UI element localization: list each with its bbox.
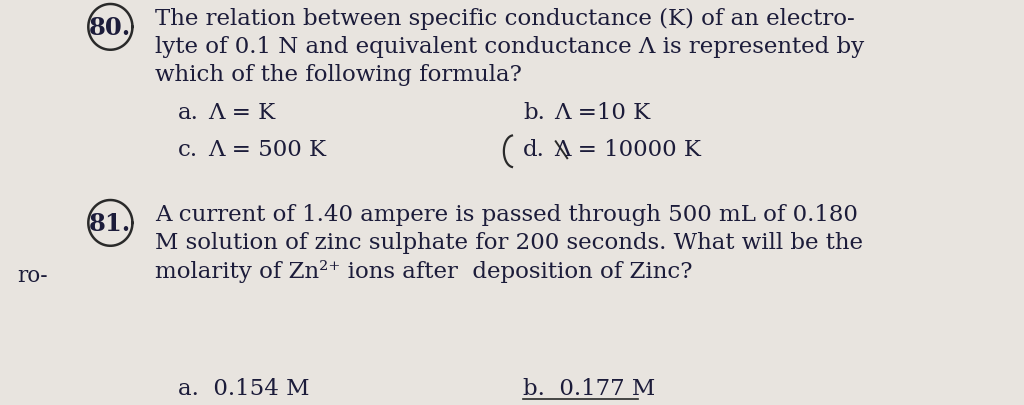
Text: Λ =10 K: Λ =10 K xyxy=(554,102,650,124)
Text: a.: a. xyxy=(177,102,199,124)
Text: ro-: ro- xyxy=(17,264,48,286)
Text: c.: c. xyxy=(177,139,198,161)
Text: which of the following formula?: which of the following formula? xyxy=(156,64,522,85)
Text: lyte of 0.1 N and equivalent conductance Λ is represented by: lyte of 0.1 N and equivalent conductance… xyxy=(156,36,864,58)
Text: molarity of Zn²⁺ ions after  deposition of Zinc?: molarity of Zn²⁺ ions after deposition o… xyxy=(156,259,693,282)
Text: A current of 1.40 ampere is passed through 500 mL of 0.180: A current of 1.40 ampere is passed throu… xyxy=(156,203,858,226)
Text: Λ = 10000 K: Λ = 10000 K xyxy=(554,139,700,161)
Text: a.  0.154 M: a. 0.154 M xyxy=(177,377,309,399)
Text: 80.: 80. xyxy=(89,16,131,40)
Text: d.: d. xyxy=(523,139,545,161)
Text: The relation between specific conductance (K) of an electro-: The relation between specific conductanc… xyxy=(156,8,855,30)
Text: Λ = 500 K: Λ = 500 K xyxy=(208,139,327,161)
Text: Λ = K: Λ = K xyxy=(208,102,275,124)
Text: b.: b. xyxy=(523,102,545,124)
Text: b.  0.177 M: b. 0.177 M xyxy=(523,377,655,399)
Text: M solution of zinc sulphate for 200 seconds. What will be the: M solution of zinc sulphate for 200 seco… xyxy=(156,231,863,253)
Text: 81.: 81. xyxy=(89,211,131,235)
